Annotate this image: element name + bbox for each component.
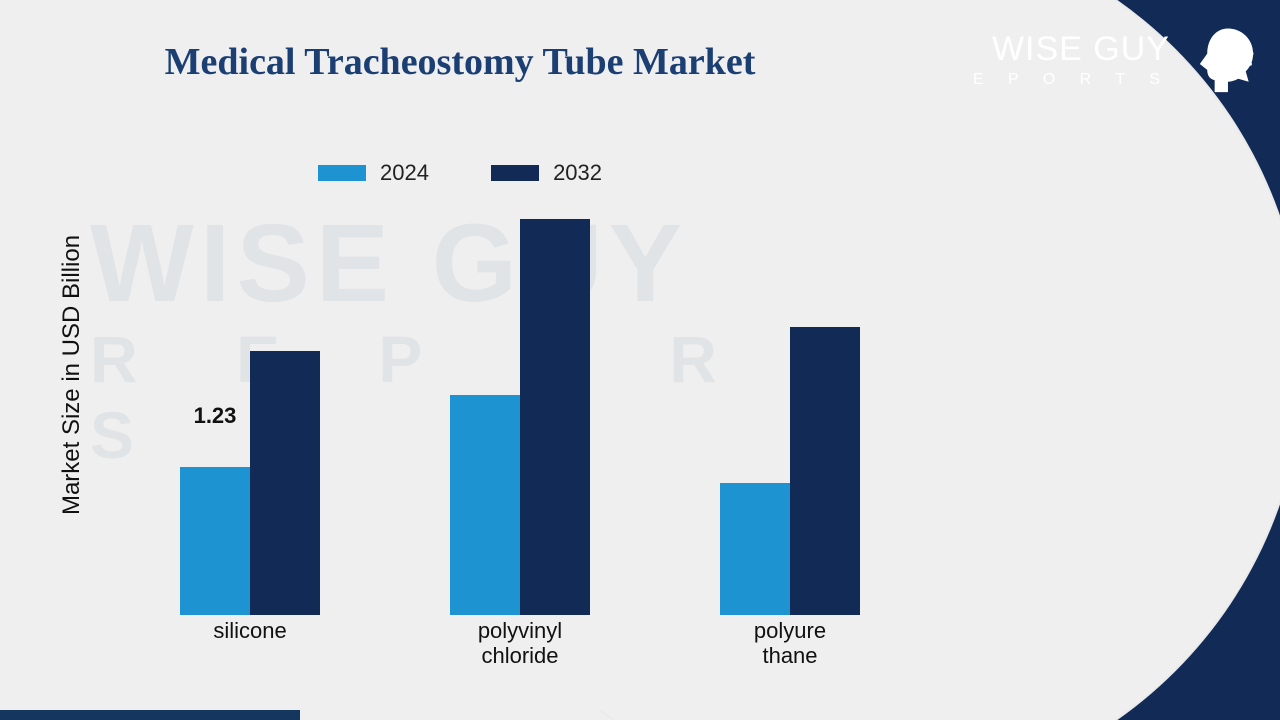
chart-area: Medical Tracheostomy Tube Market WISE GU…	[0, 0, 970, 710]
brand-line2: R E P O R T S	[937, 71, 1170, 89]
bar-value-label: 1.23	[194, 403, 237, 435]
bar-group	[450, 195, 610, 615]
bar-series-a	[720, 483, 790, 615]
chart-title: Medical Tracheostomy Tube Market	[0, 40, 920, 84]
legend-label-b: 2032	[553, 160, 602, 186]
stage: WISE GUY R E P O R T S Medical Tracheost…	[0, 0, 1280, 720]
y-axis-label: Market Size in USD Billion	[58, 180, 86, 570]
legend-swatch-a	[318, 165, 366, 181]
x-tick-label: silicone	[150, 618, 350, 643]
plot-area: 1.23	[130, 195, 930, 615]
bar-group: 1.23	[180, 195, 340, 615]
brand-head-icon	[1188, 24, 1262, 98]
legend-label-a: 2024	[380, 160, 429, 186]
bar-series-a	[180, 467, 250, 615]
bar-series-b	[790, 327, 860, 615]
legend-item-2024: 2024	[318, 160, 429, 186]
legend: 2024 2032	[0, 160, 920, 187]
bar-series-b	[250, 351, 320, 615]
right-panel	[970, 0, 1280, 720]
bar-series-a	[450, 395, 520, 615]
brand-block: WISE GUY R E P O R T S	[937, 30, 1170, 89]
x-tick-label: polyurethane	[690, 618, 890, 669]
legend-item-2032: 2032	[491, 160, 602, 186]
x-axis-labels: silicone polyvinylchloride polyurethane	[130, 618, 930, 688]
legend-swatch-b	[491, 165, 539, 181]
brand-line1: WISE GUY	[937, 30, 1170, 69]
bar-series-b	[520, 219, 590, 615]
x-tick-label: polyvinylchloride	[420, 618, 620, 669]
footer-accent-bar	[0, 710, 300, 720]
bar-group	[720, 195, 880, 615]
